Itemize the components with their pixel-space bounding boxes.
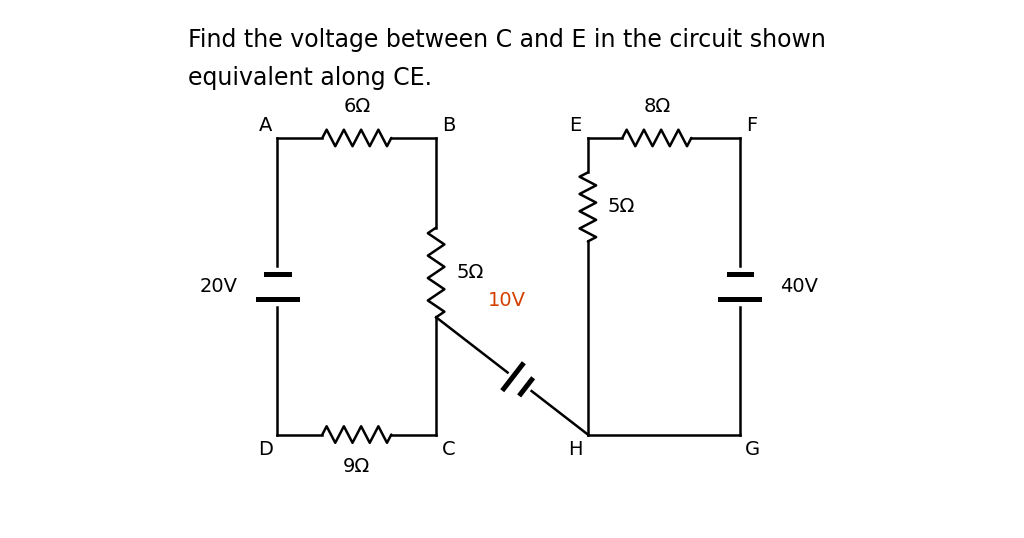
Text: equivalent along CE.: equivalent along CE.: [187, 66, 432, 89]
Text: 5Ω: 5Ω: [457, 263, 484, 282]
Text: 20V: 20V: [200, 277, 238, 296]
Text: 8Ω: 8Ω: [643, 97, 671, 116]
Text: Find the voltage between C and E in the circuit shown: Find the voltage between C and E in the …: [187, 27, 825, 52]
Text: 5Ω: 5Ω: [607, 197, 635, 216]
Text: 9Ω: 9Ω: [343, 457, 371, 476]
Text: G: G: [744, 440, 760, 459]
Text: B: B: [442, 116, 456, 135]
Text: F: F: [746, 116, 758, 135]
Text: C: C: [441, 440, 456, 459]
Text: 40V: 40V: [779, 277, 817, 296]
Text: D: D: [258, 440, 272, 459]
Text: 10V: 10V: [487, 291, 525, 309]
Text: E: E: [569, 116, 582, 135]
Text: H: H: [568, 440, 583, 459]
Text: A: A: [258, 116, 271, 135]
Text: 6Ω: 6Ω: [343, 97, 371, 116]
